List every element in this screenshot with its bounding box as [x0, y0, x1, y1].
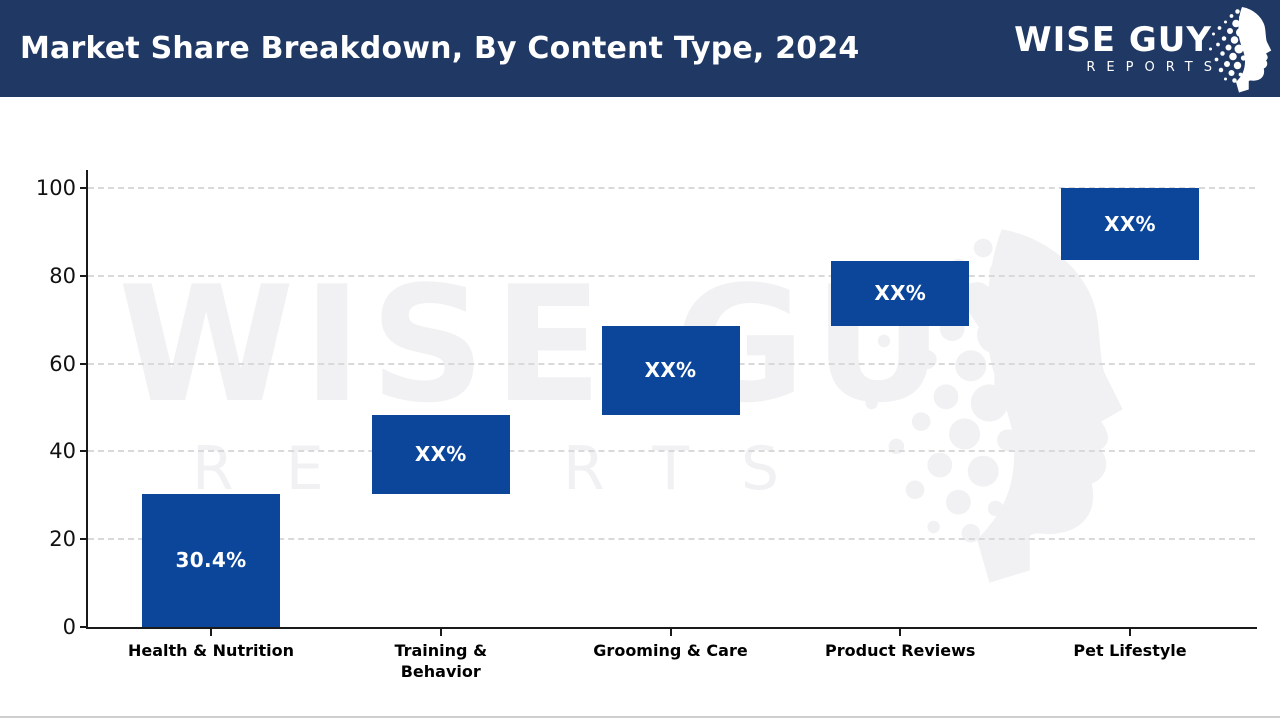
y-tick-mark [80, 362, 88, 365]
bar-value-label: XX% [1104, 211, 1156, 236]
x-tick-mark [1129, 629, 1131, 636]
bar-value-label: 30.4% [175, 548, 247, 573]
y-tick-mark [80, 538, 88, 541]
bar-segment: XX% [1061, 188, 1199, 260]
category-label: Pet Lifestyle [1073, 641, 1187, 660]
bar-value-label: XX% [874, 281, 927, 306]
x-tick-mark [210, 629, 212, 636]
bar-segment: XX% [601, 325, 740, 415]
bar-segment: XX% [831, 260, 970, 326]
logo-wiseguy-text: WISE GUY [1014, 19, 1212, 60]
x-tick-mark [899, 629, 902, 636]
gridline [88, 538, 1255, 541]
bottom-border [0, 716, 1280, 718]
y-tick-label: 100 [35, 176, 76, 200]
header-band: Market Share Breakdown, By Content Type,… [0, 0, 1280, 97]
chart-title: Market Share Breakdown, By Content Type,… [20, 31, 860, 66]
logo-reports-text: REPORTS [1086, 60, 1223, 76]
y-tick-label: 80 [49, 263, 76, 288]
y-axis-line [86, 170, 88, 629]
y-tick-label: 60 [49, 351, 76, 376]
y-tick-mark [80, 274, 88, 277]
wise-guy-logo: WISE GUY REPORTS [1014, 4, 1274, 94]
y-tick-label: 40 [49, 439, 76, 464]
x-tick-mark [439, 629, 442, 636]
x-tick-mark [669, 629, 672, 636]
y-tick-mark [80, 450, 88, 453]
bar-value-label: XX% [644, 358, 697, 383]
category-label: Product Reviews [825, 641, 976, 660]
gridline [88, 274, 1255, 277]
bar-segment: XX% [371, 414, 510, 494]
y-tick-label: 0 [62, 615, 76, 639]
gridline [88, 450, 1255, 453]
category-label: Health & Nutrition [128, 641, 294, 660]
gridline [88, 187, 1255, 189]
bar-value-label: XX% [414, 442, 467, 467]
bar-segment: 30.4% [142, 493, 280, 627]
category-label: Training & Behavior [394, 641, 488, 681]
logo-text: WISE GUY REPORTS [1014, 19, 1212, 75]
y-tick-mark [80, 187, 88, 189]
y-tick-label: 20 [49, 527, 76, 552]
y-tick-mark [80, 626, 88, 628]
x-axis-line [86, 627, 1257, 629]
category-label: Grooming & Care [593, 641, 748, 660]
